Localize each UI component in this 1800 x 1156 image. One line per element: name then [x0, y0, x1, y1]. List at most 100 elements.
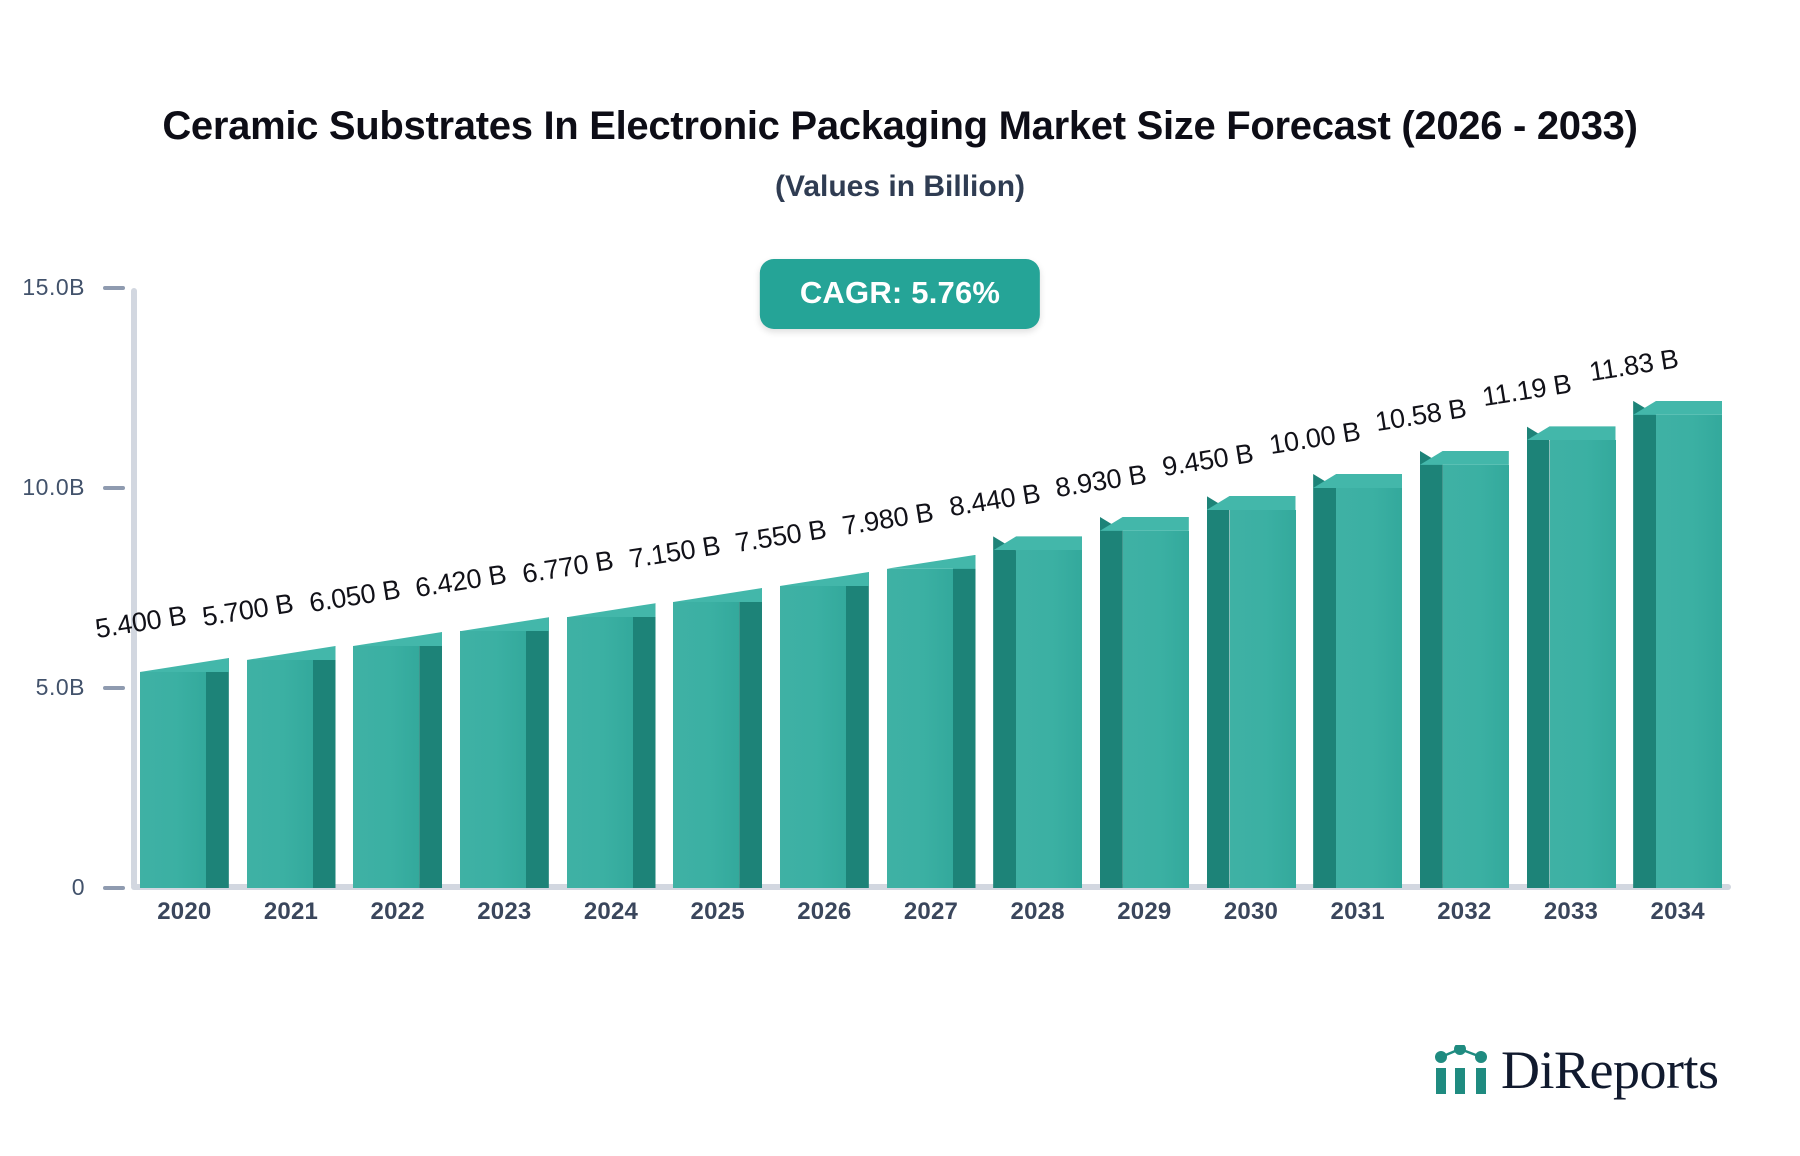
x-axis-label-2027: 2027	[903, 898, 959, 925]
bar-body	[353, 632, 443, 888]
bar-body	[139, 658, 229, 888]
bar-chart-icon	[1435, 1045, 1487, 1094]
bar-value-label: 11.19 B	[1480, 368, 1574, 413]
bar-body	[886, 554, 976, 888]
chart-subtitle: (Values in Billion)	[774, 170, 1026, 203]
bar-side-face	[952, 554, 976, 888]
bar-side-face	[1206, 496, 1230, 888]
bar-value-label: 10.58 B	[1373, 392, 1469, 437]
bar-body	[1419, 450, 1509, 888]
y-axis-tick-label: 10.0B	[22, 473, 85, 500]
bar-side-face	[205, 658, 229, 888]
bar-body	[1313, 474, 1403, 888]
bar-top-face	[1206, 496, 1296, 510]
bar-2034[interactable]	[1633, 400, 1723, 888]
bar-2031[interactable]	[1313, 474, 1403, 888]
bar-2032[interactable]	[1419, 450, 1509, 888]
brand-logo: DiReports	[1433, 1043, 1719, 1097]
bar-top-face	[1313, 474, 1403, 488]
bar-2023[interactable]	[459, 617, 549, 888]
logo-text: DiReports	[1501, 1040, 1719, 1100]
bar-value-label: 6.050 B	[306, 574, 403, 619]
bar-body	[673, 588, 763, 888]
bar-front-face	[1656, 414, 1723, 888]
bar-value-label: 7.550 B	[733, 514, 829, 559]
cagr-badge: CAGR: 5.76%	[759, 259, 1041, 329]
bar-2028[interactable]	[993, 536, 1083, 888]
bar-front-face	[139, 672, 206, 888]
bar-side-face	[993, 536, 1017, 888]
bar-side-face	[845, 572, 869, 888]
bar-front-face	[1549, 440, 1616, 888]
bar-front-face	[1336, 488, 1403, 888]
bar-value-label: 11.83 B	[1586, 343, 1681, 387]
bar-front-face	[459, 631, 526, 888]
y-axis-tick-label: 0	[71, 873, 85, 900]
bar-value-label: 9.450 B	[1160, 438, 1256, 483]
page-title: Ceramic Substrates In Electronic Packagi…	[162, 104, 1638, 148]
bar-side-face	[1633, 400, 1657, 888]
bar-top-face	[886, 554, 976, 569]
bar-2033[interactable]	[1526, 426, 1616, 888]
y-axis-tick-mark	[103, 486, 125, 490]
bar-body	[779, 572, 869, 888]
bar-top-face	[566, 603, 656, 618]
y-axis-tick-label: 5.0B	[35, 673, 85, 700]
bar-top-face	[1633, 400, 1723, 415]
bar-value-label: 7.980 B	[840, 496, 936, 541]
bar-body	[246, 646, 336, 888]
bar-top-face	[1419, 450, 1509, 465]
bar-front-face	[246, 660, 313, 888]
bar-value-label: 5.700 B	[200, 588, 296, 633]
bar-front-face	[1016, 550, 1083, 888]
bar-value-label: 6.420 B	[413, 559, 509, 604]
bar-2020[interactable]	[139, 658, 229, 888]
bar-body	[459, 617, 549, 888]
bar-top-face	[993, 536, 1083, 551]
x-axis-label-2033: 2033	[1543, 898, 1599, 925]
x-axis-label-2028: 2028	[1010, 898, 1065, 925]
x-axis-label-2025: 2025	[690, 898, 745, 925]
bar-2024[interactable]	[566, 603, 656, 888]
bar-top-face	[779, 572, 869, 586]
bar-side-face	[739, 588, 763, 888]
bar-body	[1099, 516, 1189, 888]
bar-side-face	[419, 632, 443, 888]
bar-front-face	[1442, 464, 1509, 888]
x-axis-label-2022: 2022	[370, 898, 425, 925]
bar-value-label: 8.930 B	[1053, 458, 1149, 503]
bar-2027[interactable]	[886, 554, 976, 888]
x-axis-label-2020: 2020	[157, 898, 212, 925]
bar-body	[566, 603, 656, 888]
bar-front-face	[779, 586, 846, 888]
bar-front-face	[886, 568, 953, 888]
x-axis-label-2021: 2021	[263, 898, 319, 925]
bar-front-face	[566, 617, 633, 888]
bar-top-face	[353, 632, 443, 646]
bar-top-face	[459, 617, 549, 632]
bar-2022[interactable]	[353, 632, 443, 888]
bar-side-face	[525, 617, 549, 888]
bar-front-face	[673, 602, 740, 888]
bar-2026[interactable]	[779, 572, 869, 888]
bar-2021[interactable]	[246, 646, 336, 888]
bar-value-label: 10.00 B	[1266, 416, 1363, 461]
bar-side-face	[632, 603, 656, 888]
bar-2025[interactable]	[673, 588, 763, 888]
chart-header: Ceramic Substrates In Electronic Packagi…	[0, 0, 1800, 204]
bar-top-face	[139, 658, 229, 672]
bar-body	[1633, 400, 1723, 888]
bar-top-face	[246, 646, 336, 660]
bar-value-label: 5.400 B	[93, 600, 189, 645]
bar-body	[1206, 496, 1296, 888]
bar-side-face	[1313, 474, 1337, 888]
bar-2030[interactable]	[1206, 496, 1296, 888]
bar-value-label: 6.770 B	[520, 545, 616, 590]
bar-side-face	[1099, 516, 1123, 888]
x-axis-label-2030: 2030	[1223, 898, 1279, 925]
bar-body	[1526, 426, 1616, 888]
bar-2029[interactable]	[1099, 516, 1189, 888]
x-axis-label-2034: 2034	[1650, 898, 1705, 925]
bar-value-label: 8.440 B	[946, 478, 1043, 523]
